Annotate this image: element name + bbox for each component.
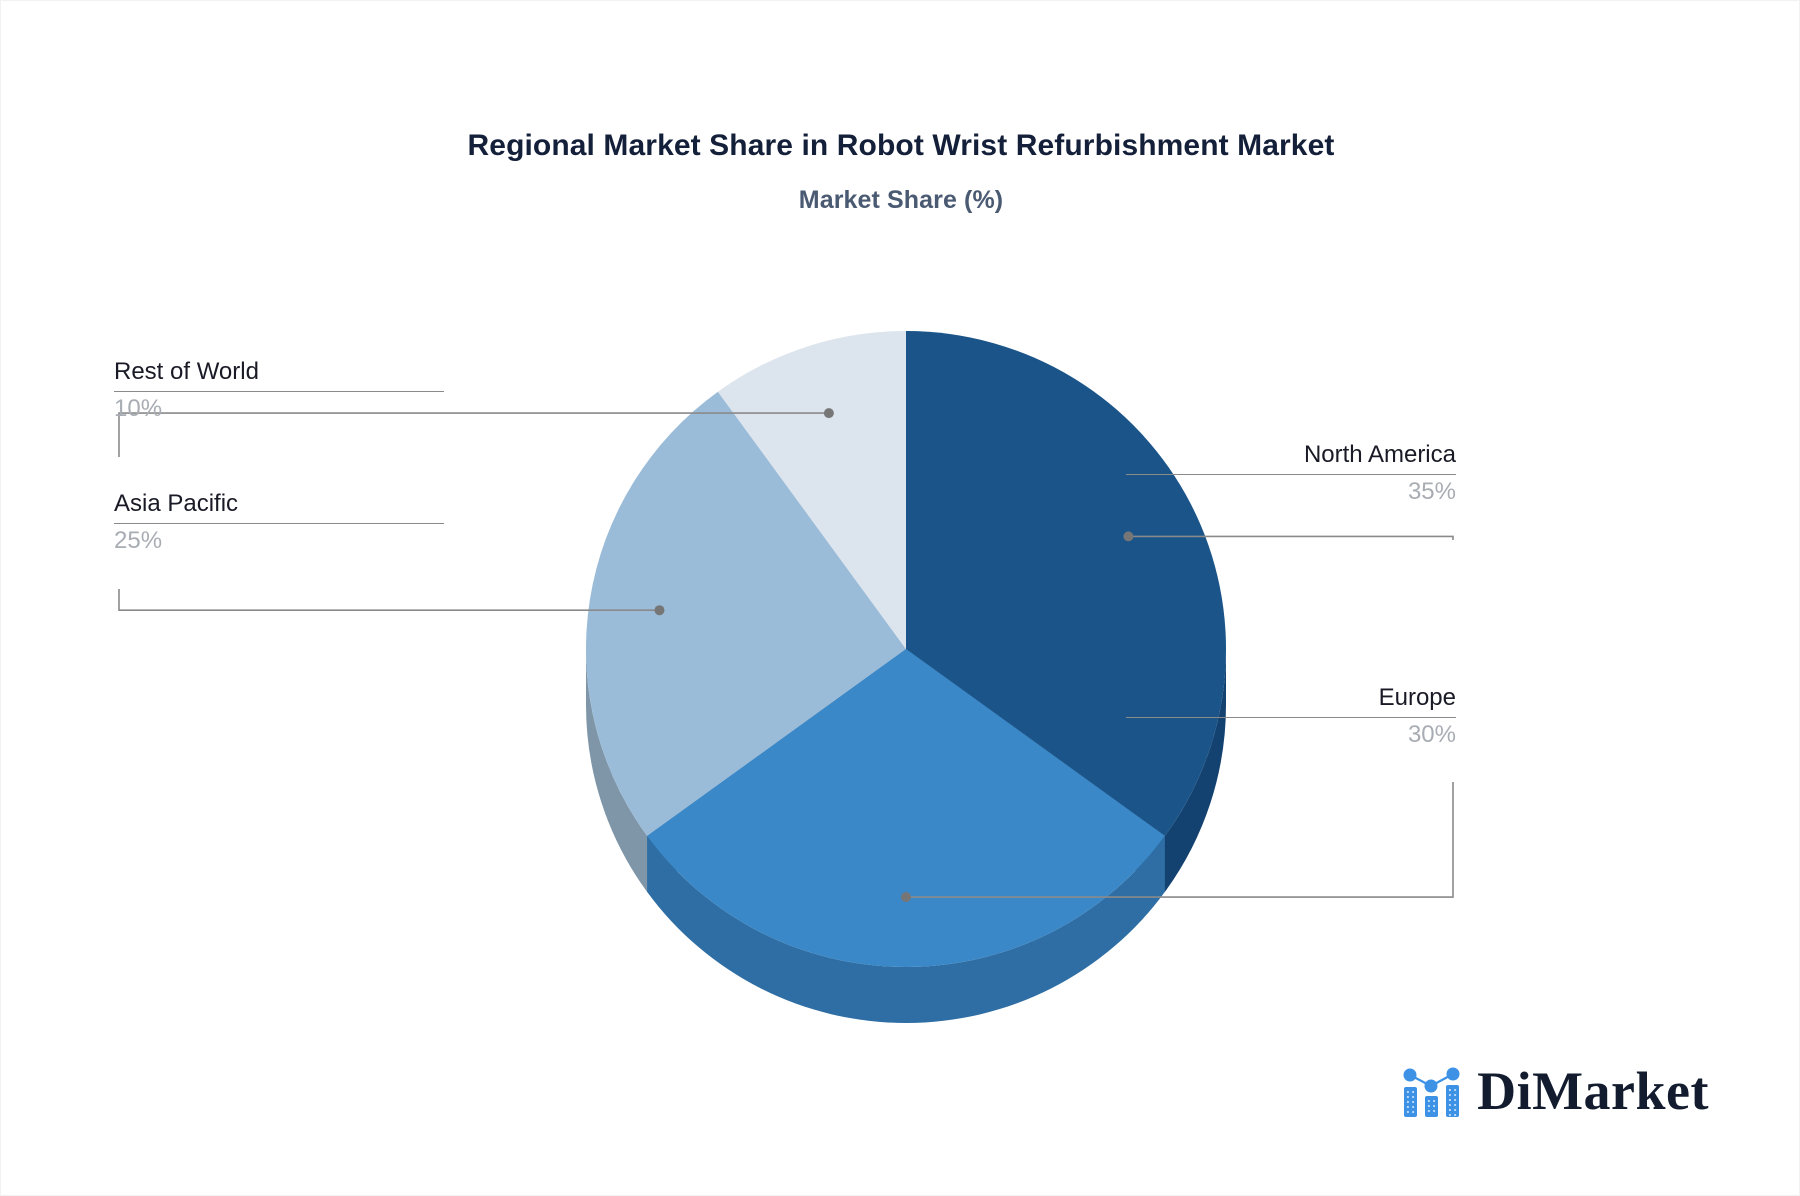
callout-label: North America xyxy=(1303,441,1456,468)
leader-line-europe xyxy=(906,782,1454,898)
pie-slice-asia-pacific[interactable] xyxy=(586,391,906,836)
callout-label: Asia Pacific xyxy=(114,490,239,517)
callout-value: 10% xyxy=(114,394,163,422)
dimarket-logo: DiMarket xyxy=(1401,1063,1709,1119)
chart-subtitle: Market Share (%) xyxy=(798,186,1004,214)
callout-rule xyxy=(1126,716,1456,718)
callout-value: 35% xyxy=(1407,477,1456,505)
pie-leader-lines xyxy=(118,408,1454,903)
callout-value: 25% xyxy=(114,526,163,554)
callout-asia-pacific: Asia Pacific 25% xyxy=(114,490,444,555)
leader-line-rest-of-world xyxy=(118,412,829,457)
pie-slice-europe[interactable] xyxy=(647,649,1165,967)
callout-label: Rest of World xyxy=(114,358,259,385)
pie-slice-rest-of-world[interactable] xyxy=(717,331,906,649)
callout-label: Europe xyxy=(1378,684,1456,711)
callout-rule xyxy=(114,390,444,392)
leader-line-north-america xyxy=(1128,535,1454,540)
pie-slice-north-america[interactable] xyxy=(906,331,1227,836)
callout-value: 30% xyxy=(1407,720,1456,748)
leader-dot-asia-pacific xyxy=(654,605,665,616)
leader-line-asia-pacific xyxy=(118,589,660,611)
callout-rest-of-world: Rest of World 10% xyxy=(114,358,444,423)
leader-dot-rest-of-world xyxy=(823,408,834,419)
bar-chart-icon xyxy=(1403,1067,1460,1117)
callout-rule xyxy=(114,522,444,524)
title-block: Regional Market Share in Robot Wrist Ref… xyxy=(1,129,1800,215)
callout-rule xyxy=(1126,473,1456,475)
pie-slices xyxy=(586,331,1227,967)
callout-europe: Europe 30% xyxy=(1126,684,1456,749)
logo-wordmark: DiMarket xyxy=(1477,1061,1709,1121)
leader-dot-europe xyxy=(901,892,911,903)
chart-title: Regional Market Share in Robot Wrist Ref… xyxy=(467,129,1335,162)
leader-dot-north-america xyxy=(1123,531,1134,542)
callout-north-america: North America 35% xyxy=(1126,441,1456,506)
